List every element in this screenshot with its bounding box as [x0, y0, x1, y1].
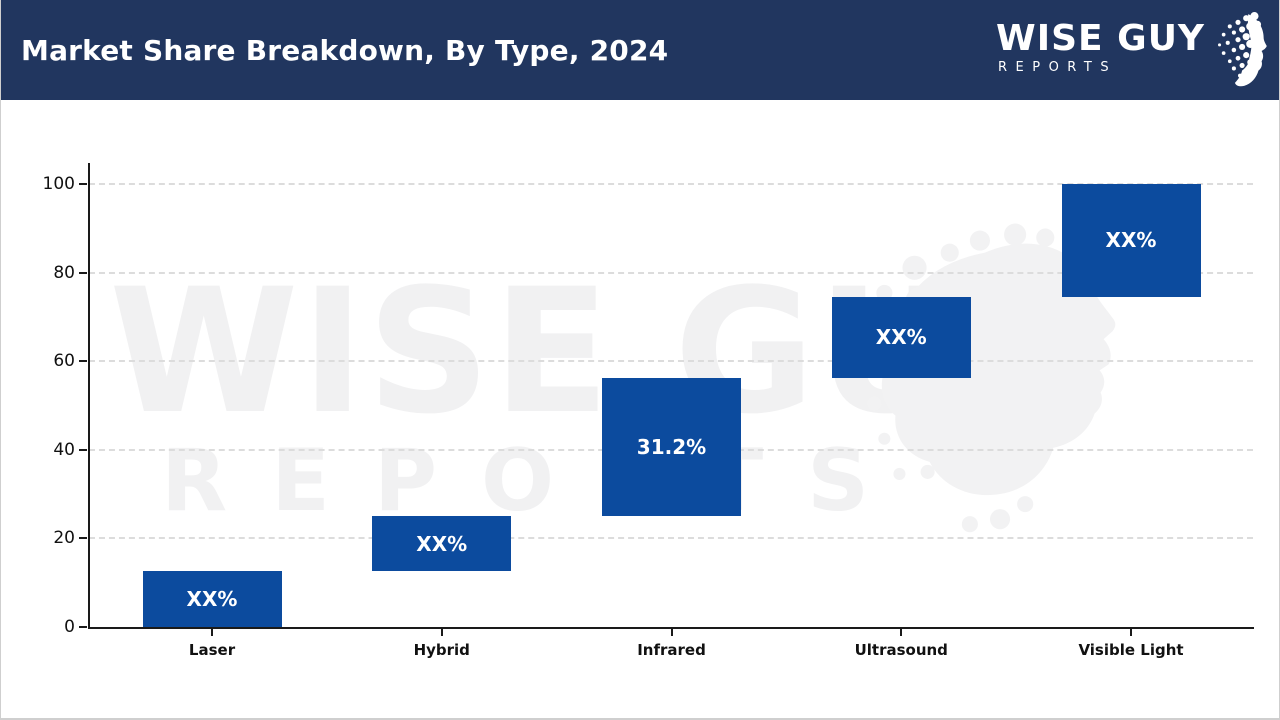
- bar-value-label: 31.2%: [636, 435, 707, 460]
- y-tick-label: 40: [53, 439, 75, 460]
- x-category-label: Ultrasound: [854, 641, 948, 659]
- y-tick-mark: [79, 448, 87, 451]
- logo-text: WISE GUY REPORTS: [995, 18, 1205, 76]
- bar-value-label: XX%: [186, 587, 238, 612]
- bar-value-label: XX%: [416, 531, 468, 556]
- x-tick-mark: [670, 629, 673, 636]
- logo-subtext: REPORTS: [997, 60, 1118, 75]
- x-category-label: Visible Light: [1078, 641, 1184, 659]
- bar: XX%: [372, 516, 512, 572]
- y-tick-mark: [79, 271, 87, 274]
- x-tick-mark: [440, 629, 443, 636]
- y-tick-label: 0: [64, 617, 75, 637]
- page-title: Market Share Breakdown, By Type, 2024: [21, 33, 669, 67]
- logo-wordmark: WISE GUY: [995, 18, 1205, 59]
- y-tick-label: 100: [42, 174, 75, 194]
- bar-value-label: XX%: [875, 325, 927, 350]
- x-tick-mark: [211, 629, 213, 636]
- title-bar: Market Share Breakdown, By Type, 2024 WI…: [1, 0, 1279, 100]
- y-axis-line: [87, 163, 90, 629]
- bar: XX%: [142, 571, 282, 627]
- wiseguy-logo: WISE GUY REPORTS: [996, 10, 1267, 90]
- y-tick-label: 60: [53, 351, 75, 372]
- bar: XX%: [1061, 184, 1201, 297]
- x-tick-mark: [1130, 629, 1132, 636]
- y-tick-mark: [79, 183, 87, 185]
- logo-face-icon: [1218, 12, 1267, 87]
- x-axis-line: [87, 627, 1254, 629]
- x-tick-mark: [900, 629, 903, 636]
- x-category-label: Infrared: [637, 641, 706, 659]
- y-gridline: [89, 271, 1253, 274]
- bar: XX%: [831, 296, 971, 379]
- x-category-label: Laser: [188, 641, 236, 659]
- y-tick-label: 80: [53, 262, 75, 283]
- x-category-label: Hybrid: [413, 641, 470, 659]
- y-tick-mark: [79, 626, 87, 628]
- y-gridline: [89, 360, 1253, 363]
- y-gridline: [89, 183, 1253, 185]
- y-tick-mark: [79, 537, 87, 540]
- y-gridline: [89, 537, 1253, 540]
- plot-area: 0 20 40 60 80 100 XX% Laser XX% Hybrid 31.2% Infrar…: [1, 100, 1279, 718]
- bar: 31.2%: [602, 378, 741, 517]
- y-tick-mark: [79, 360, 87, 363]
- bar-value-label: XX%: [1105, 228, 1157, 253]
- watermark-subtext: REPORTS: [161, 431, 914, 531]
- chart-canvas: WISE GUY REPORTS 0 20 40 60 80 100 XX% Laser XX%…: [1, 100, 1279, 718]
- y-tick-label: 20: [53, 528, 75, 549]
